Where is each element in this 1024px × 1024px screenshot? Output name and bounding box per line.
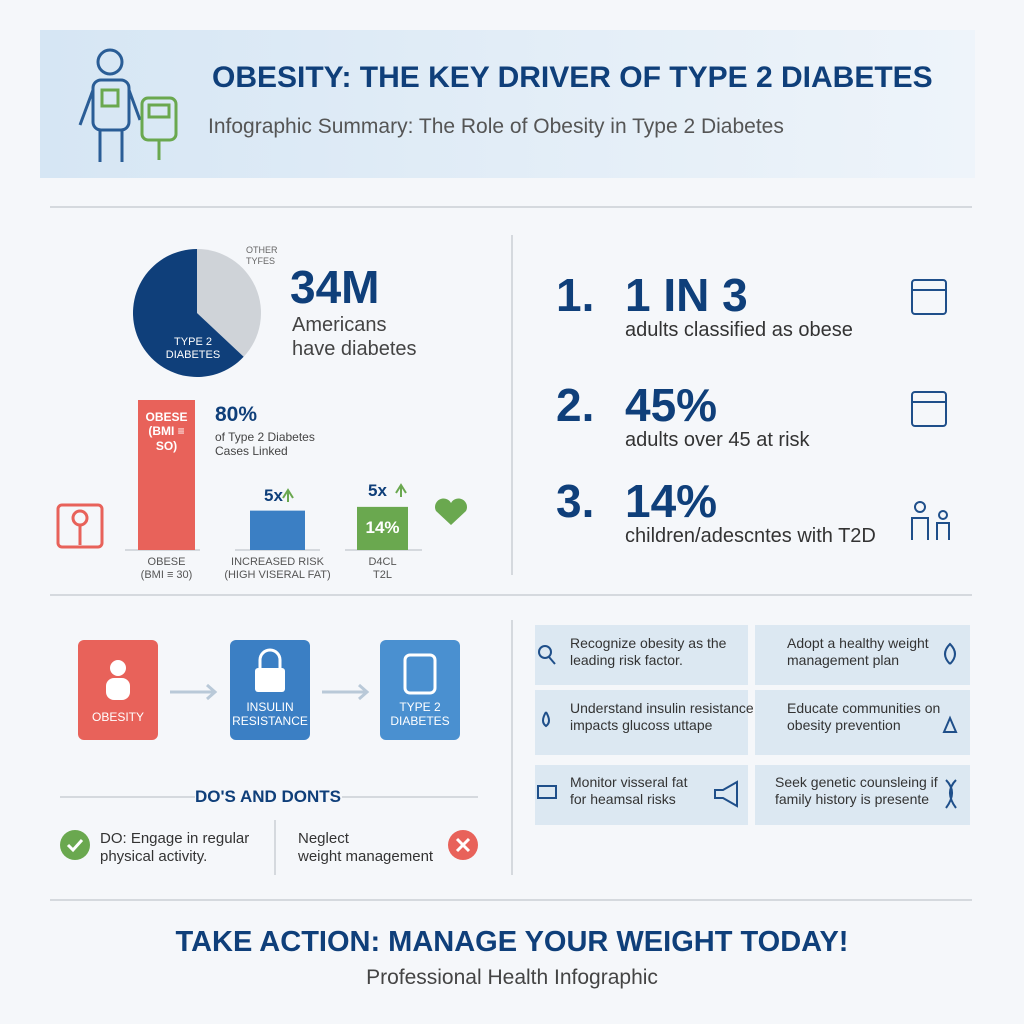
heart-icon: [434, 498, 467, 525]
stat-value: 14%: [625, 475, 718, 527]
stat-rank: 1.: [556, 269, 595, 321]
stat-value: 1 IN 3: [625, 269, 748, 321]
pie-label: TYPE 2 DIABETES: [165, 336, 221, 362]
action-text: Monitor visseral fat for heamsal risks: [570, 774, 688, 807]
header-banner: [40, 30, 975, 178]
action-text: Understand insulin resistance impacts gl…: [570, 700, 754, 733]
flow-label: INSULIN RESISTANCE: [232, 700, 308, 729]
action-text: Seek genetic counsleing if family histor…: [775, 774, 938, 807]
bar: [250, 510, 305, 550]
stat-label: adults over 45 at risk: [625, 429, 810, 451]
scale-icon: [56, 503, 104, 549]
caption: of Type 2 Diabetes Cases Linked: [215, 430, 315, 459]
percent: 80%: [215, 403, 258, 426]
bar-value: 14%: [365, 518, 400, 537]
bar: [357, 506, 408, 550]
pie-slice: [132, 249, 244, 377]
stat-label: children/adescntes with T2D: [625, 525, 876, 547]
check-icon: [60, 830, 90, 860]
stat-value: 45%: [625, 379, 718, 431]
multiplier: 5x: [368, 481, 387, 500]
check-mark: [66, 838, 84, 853]
do-item: DO: Engage in regular physical activity.: [100, 830, 250, 865]
flow-label: TYPE 2 DIABETES: [390, 700, 450, 729]
bar-label: OBESE (BMI ≡ 30): [140, 556, 193, 582]
person-icon: [78, 48, 178, 162]
flow-boxes: [78, 640, 460, 740]
stat-icons: [911, 279, 950, 540]
big-number: 34M: [290, 261, 380, 313]
pie-caption: Americans have diabetes: [292, 314, 417, 360]
pie-slice: [197, 249, 261, 357]
bar-inner-label: OBESE (BMI ≡ SO): [145, 410, 188, 453]
bar-label: D4CL T2L: [368, 556, 397, 582]
subtitle: Infographic Summary: The Role of Obesity…: [208, 115, 784, 138]
action-text: Recognize obesity as the leading risk fa…: [570, 635, 727, 668]
action-icons: [537, 642, 958, 809]
up-arrows: [282, 483, 407, 502]
dividers: [50, 206, 972, 901]
action-cards: [535, 625, 970, 825]
bar-label: INCREASED RISK (HIGH VISERAL FAT): [224, 556, 331, 582]
stat-label: adults classified as obese: [625, 319, 853, 341]
footer-subtitle: Professional Health Infographic: [366, 966, 658, 989]
dont-item: Neglect weight management: [298, 830, 434, 865]
stat-rank: 3.: [556, 475, 595, 527]
action-text: Educate communities on obesity preventio…: [787, 700, 941, 733]
pie-label: OTHER TYFES: [246, 245, 278, 266]
cross-mark: [455, 837, 471, 853]
bar: [138, 400, 195, 550]
section-title: DO'S AND DONTS: [194, 787, 342, 806]
footer-title: TAKE ACTION: MANAGE YOUR WEIGHT TODAY!: [175, 926, 849, 958]
multiplier: 5x: [264, 486, 283, 505]
title: OBESITY: THE KEY DRIVER OF TYPE 2 DIABET…: [212, 61, 933, 94]
stat-rank: 2.: [556, 379, 595, 431]
action-text: Adopt a healthy weight management plan: [787, 635, 929, 668]
flow-label: OBESITY: [91, 710, 144, 724]
